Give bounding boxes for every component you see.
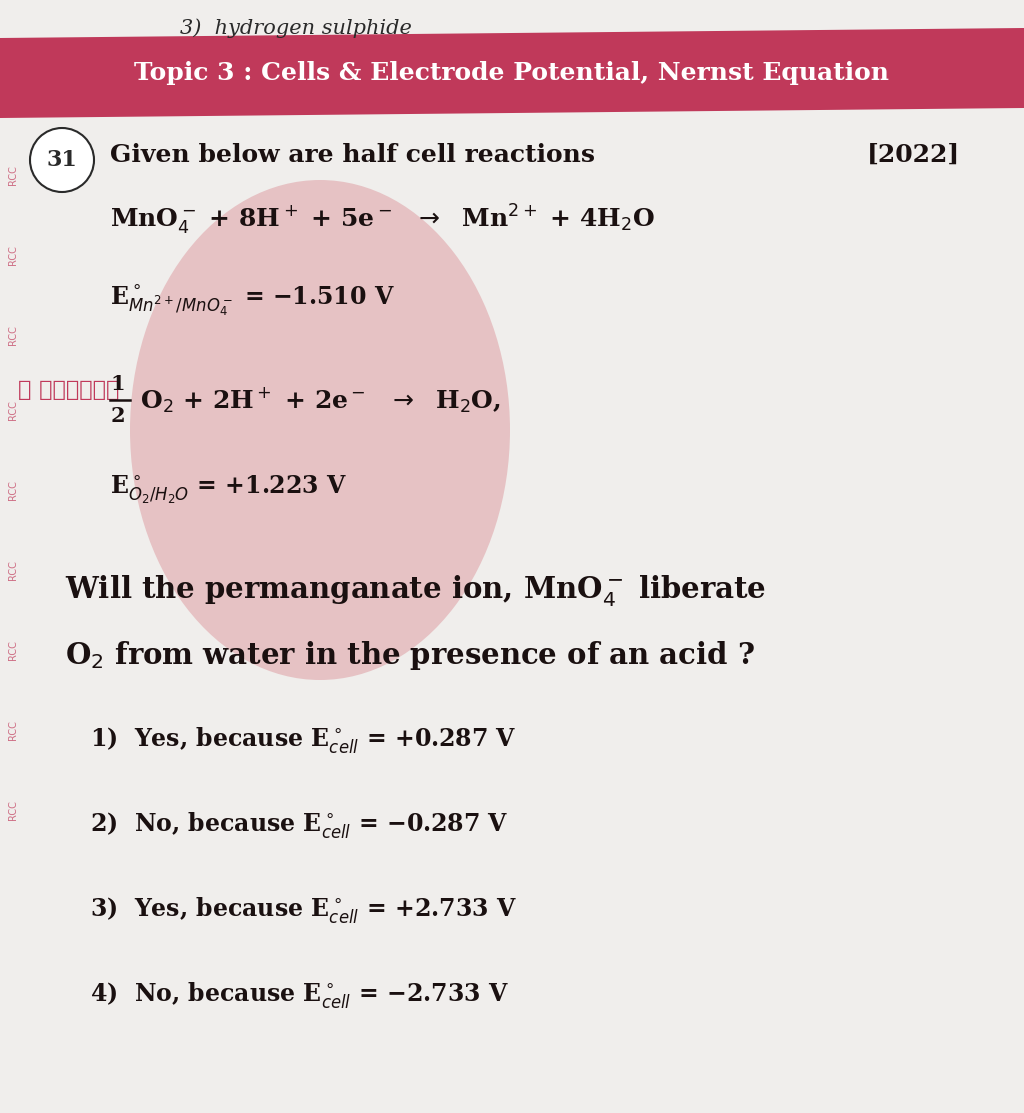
Text: MnO$_4^-$ + 8H$^+$ + 5e$^-$  $\rightarrow$  Mn$^{2+}$ + 4H$_2$O: MnO$_4^-$ + 8H$^+$ + 5e$^-$ $\rightarrow…: [110, 203, 655, 237]
Text: RCC: RCC: [8, 640, 18, 660]
Polygon shape: [0, 28, 1024, 118]
Text: 4)  No, because E$^\circ_{cell}$ = −2.733 V: 4) No, because E$^\circ_{cell}$ = −2.733…: [90, 981, 509, 1009]
Text: 1)  Yes, because E$^\circ_{cell}$ = +0.287 V: 1) Yes, because E$^\circ_{cell}$ = +0.28…: [90, 725, 516, 755]
Text: RCC: RCC: [8, 560, 18, 580]
Text: 31: 31: [46, 149, 78, 171]
Text: 3)  hydrogen sulphide: 3) hydrogen sulphide: [180, 18, 412, 38]
Text: [2022]: [2022]: [866, 142, 961, 167]
Text: RCC: RCC: [8, 480, 18, 500]
Text: RCC: RCC: [8, 165, 18, 185]
Text: E$^\circ_{Mn^{2+}/MnO_4^-}$ = −1.510 V: E$^\circ_{Mn^{2+}/MnO_4^-}$ = −1.510 V: [110, 282, 394, 318]
Text: RCC: RCC: [8, 400, 18, 420]
Text: Given below are half cell reactions: Given below are half cell reactions: [110, 142, 595, 167]
Text: र संत्रे: र संत्रे: [18, 380, 120, 400]
Circle shape: [30, 128, 94, 193]
Text: O$_2$ from water in the presence of an acid ?: O$_2$ from water in the presence of an a…: [65, 639, 755, 671]
Text: 3)  Yes, because E$^\circ_{cell}$ = +2.733 V: 3) Yes, because E$^\circ_{cell}$ = +2.73…: [90, 895, 517, 925]
Text: Will the permanganate ion, MnO$_4^-$ liberate: Will the permanganate ion, MnO$_4^-$ lib…: [65, 572, 766, 608]
Text: RCC: RCC: [8, 325, 18, 345]
Text: Topic 3 : Cells & Electrode Potential, Nernst Equation: Topic 3 : Cells & Electrode Potential, N…: [134, 61, 890, 85]
Text: O$_2$ + 2H$^+$ + 2e$^-$  $\rightarrow$  H$_2$O,: O$_2$ + 2H$^+$ + 2e$^-$ $\rightarrow$ H$…: [140, 385, 501, 415]
Text: 2)  No, because E$^\circ_{cell}$ = −0.287 V: 2) No, because E$^\circ_{cell}$ = −0.287…: [90, 810, 509, 840]
Text: 2: 2: [111, 406, 125, 426]
Text: RCC: RCC: [8, 800, 18, 820]
Ellipse shape: [130, 180, 510, 680]
Text: RCC: RCC: [8, 245, 18, 265]
Text: 1: 1: [111, 374, 125, 394]
Text: RCC: RCC: [8, 720, 18, 740]
Text: E$^\circ_{O_2/H_2O}$ = +1.223 V: E$^\circ_{O_2/H_2O}$ = +1.223 V: [110, 474, 347, 506]
